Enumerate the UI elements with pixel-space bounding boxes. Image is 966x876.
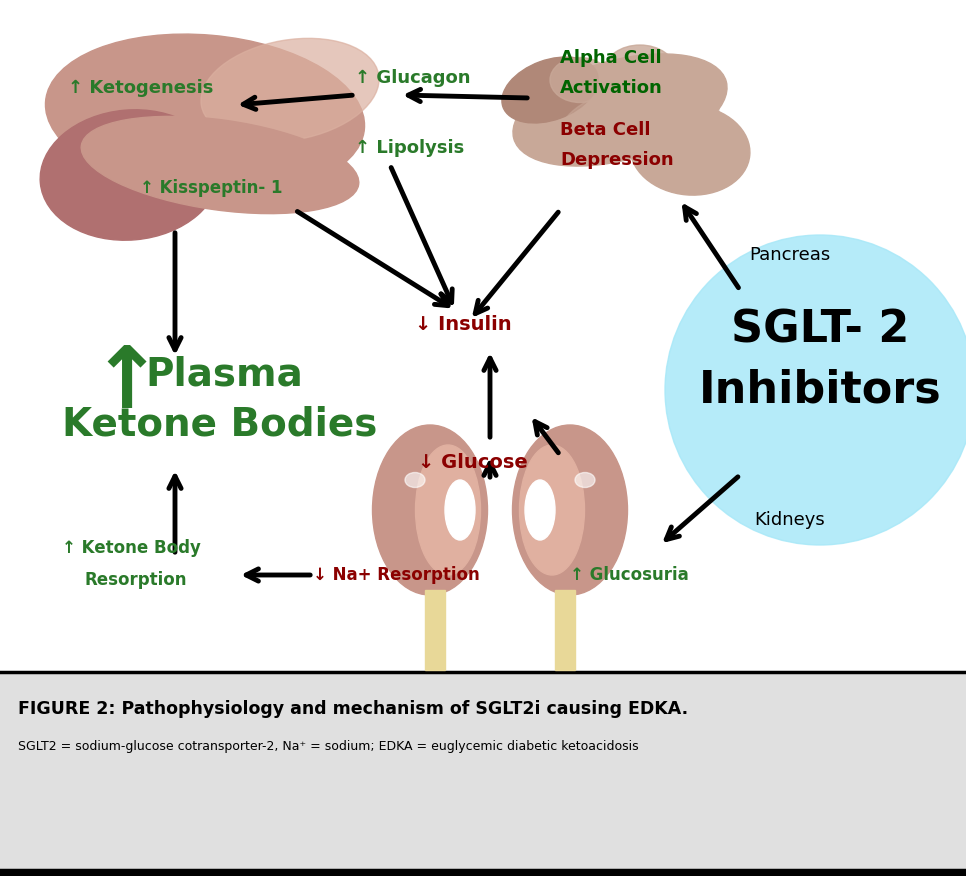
- Ellipse shape: [561, 83, 719, 157]
- Bar: [425, 590, 445, 670]
- Bar: [555, 590, 575, 670]
- Text: Plasma: Plasma: [145, 356, 302, 394]
- Text: ↑: ↑: [90, 343, 162, 427]
- Ellipse shape: [41, 110, 220, 240]
- Text: Inhibitors: Inhibitors: [698, 369, 942, 412]
- Text: Alpha Cell: Alpha Cell: [560, 49, 662, 67]
- Text: ↑ Glucagon: ↑ Glucagon: [355, 69, 470, 87]
- Ellipse shape: [513, 425, 628, 595]
- Ellipse shape: [415, 445, 480, 575]
- Ellipse shape: [445, 480, 475, 540]
- Ellipse shape: [520, 445, 584, 575]
- Ellipse shape: [675, 70, 725, 110]
- Text: ↑ Ketogenesis: ↑ Ketogenesis: [68, 79, 213, 97]
- Text: Depression: Depression: [560, 151, 673, 169]
- Text: Activation: Activation: [560, 79, 663, 97]
- Text: Resorption: Resorption: [84, 571, 186, 589]
- Ellipse shape: [575, 472, 595, 488]
- Text: ↓ Insulin: ↓ Insulin: [415, 315, 512, 335]
- Ellipse shape: [405, 472, 425, 488]
- Text: Kidneys: Kidneys: [754, 511, 825, 529]
- Bar: [0, 672, 966, 876]
- Text: ↑ Lipolysis: ↑ Lipolysis: [355, 139, 465, 157]
- Text: ↑ Glucosuria: ↑ Glucosuria: [570, 566, 689, 584]
- Ellipse shape: [630, 105, 750, 195]
- Ellipse shape: [373, 425, 488, 595]
- Text: SGLT- 2: SGLT- 2: [731, 308, 909, 351]
- Ellipse shape: [81, 117, 358, 214]
- Text: Beta Cell: Beta Cell: [560, 121, 650, 139]
- Ellipse shape: [201, 39, 379, 142]
- Ellipse shape: [665, 235, 966, 545]
- Text: ↓ Glucose: ↓ Glucose: [418, 453, 527, 471]
- Ellipse shape: [525, 480, 555, 540]
- Text: Pancreas: Pancreas: [750, 246, 831, 264]
- Ellipse shape: [605, 45, 675, 95]
- Ellipse shape: [502, 57, 598, 123]
- Text: ↓ Na+ Resorption: ↓ Na+ Resorption: [313, 566, 480, 584]
- Ellipse shape: [513, 54, 727, 166]
- Text: SGLT2 = sodium-glucose cotransporter-2, Na⁺ = sodium; EDKA = euglycemic diabetic: SGLT2 = sodium-glucose cotransporter-2, …: [18, 740, 639, 753]
- Ellipse shape: [45, 34, 364, 196]
- Text: ↑ Ketone Body: ↑ Ketone Body: [62, 539, 201, 557]
- Ellipse shape: [550, 58, 610, 102]
- Text: Ketone Bodies: Ketone Bodies: [62, 406, 378, 444]
- Text: ↑ Kisspeptin- 1: ↑ Kisspeptin- 1: [140, 179, 282, 197]
- Text: FIGURE 2: Pathophysiology and mechanism of SGLT2i causing EDKA.: FIGURE 2: Pathophysiology and mechanism …: [18, 700, 688, 718]
